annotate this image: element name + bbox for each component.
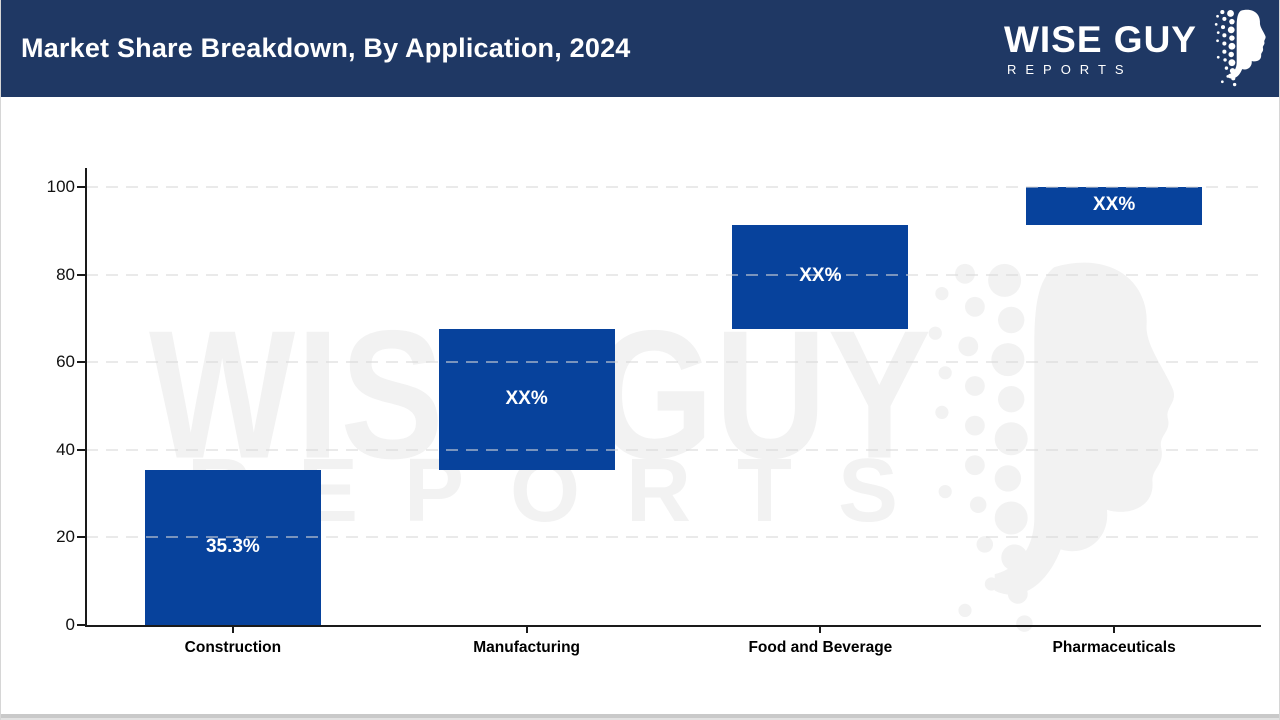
y-tick-label: 0 (65, 615, 75, 634)
y-tick-label: 40 (56, 439, 75, 459)
brand-logo-text: WISE GUY REPORTS (1003, 19, 1197, 77)
x-axis (85, 625, 1261, 627)
bar-value-label: 35.3% (205, 535, 260, 557)
y-tick (77, 448, 86, 451)
x-category-label: Manufacturing (473, 639, 581, 656)
gridline (86, 361, 1261, 364)
gridline (86, 448, 1261, 451)
watermark-face-icon (866, 226, 1196, 678)
bar-segment (144, 470, 321, 625)
y-tick (77, 536, 86, 539)
footer-divider-light (1, 718, 1279, 720)
y-tick (77, 273, 86, 276)
y-tick (77, 624, 86, 626)
y-tick (77, 361, 86, 364)
y-tick-label: 100 (46, 177, 75, 196)
gridline (86, 536, 1261, 539)
x-tick (231, 627, 234, 633)
x-category-label: Pharmaceuticals (1052, 639, 1176, 656)
page-title: Market Share Breakdown, By Application, … (21, 33, 631, 63)
bar-segment (1026, 187, 1203, 226)
x-category-label: Food and Beverage (748, 639, 893, 656)
bar-value-label: XX% (505, 387, 548, 409)
y-tick-label: 80 (56, 264, 75, 284)
footer-divider (1, 714, 1279, 718)
x-tick (525, 627, 528, 633)
y-tick-label: 20 (56, 527, 75, 547)
gridline (86, 273, 1261, 276)
x-category-label: Construction (184, 639, 282, 656)
y-tick-label: 60 (56, 352, 75, 372)
gridline (86, 186, 1261, 188)
brand-face-icon (1201, 8, 1271, 90)
brand-name: WISE GUY (1003, 19, 1197, 61)
bar-value-label: XX% (799, 265, 842, 286)
bar-value-label: XX% (1093, 194, 1136, 216)
x-tick (1113, 627, 1116, 633)
x-tick (819, 627, 822, 633)
bar-segment (732, 225, 909, 329)
header-bar: Market Share Breakdown, By Application, … (1, 0, 1279, 97)
y-axis (85, 168, 87, 627)
y-tick (77, 186, 86, 188)
brand-subtitle: REPORTS (1006, 61, 1133, 77)
bar-segment (438, 328, 615, 471)
brand-logo: WISE GUY REPORTS (1004, 7, 1271, 91)
